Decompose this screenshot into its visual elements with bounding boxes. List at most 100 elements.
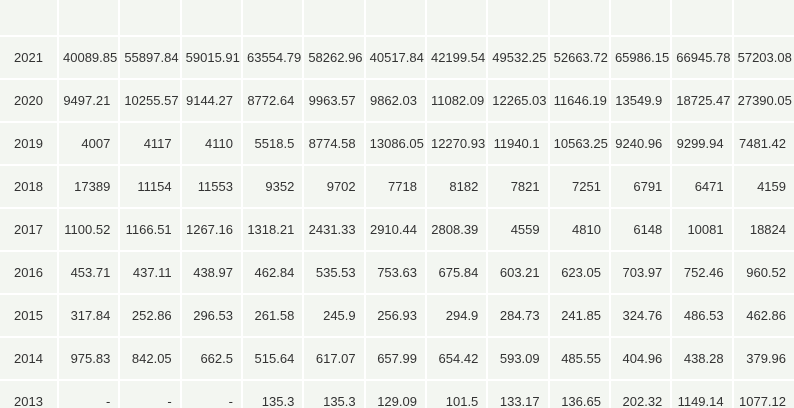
table-row-header-year: 2013: [0, 380, 59, 408]
table-cell-value: 63554.79: [241, 36, 305, 80]
table-cell-value: 11646.19: [548, 79, 611, 123]
table-cell-value: 27390.05: [732, 79, 794, 123]
table-cell-value: 8182: [425, 165, 489, 209]
table-cell-empty: [303, 0, 366, 37]
table-cell-value: 5518.5: [241, 122, 305, 166]
table-cell-value: 1077.12: [732, 380, 794, 408]
table-cell-value: 136.65: [548, 380, 611, 408]
table-cell-value: 324.76: [609, 294, 673, 338]
table-cell-value: 12265.03: [487, 79, 550, 123]
table-cell-value: 6148: [609, 208, 673, 252]
table-cell-value: 245.9: [303, 294, 366, 338]
table-cell-empty: [548, 0, 611, 37]
table-cell-value: 535.53: [303, 251, 366, 295]
table-cell-value: 101.5: [425, 380, 489, 408]
table-cell-value: 9862.03: [364, 79, 427, 123]
table-cell-value: 17389: [58, 165, 121, 209]
table-cell-value: 975.83: [58, 337, 121, 381]
table-cell-value: 8772.64: [241, 79, 305, 123]
table-cell-value: 284.73: [487, 294, 550, 338]
table-cell-value: 593.09: [487, 337, 550, 381]
table-cell-value: 11553: [180, 165, 243, 209]
table-cell-value: 135.3: [241, 380, 305, 408]
table-cell-value: 241.85: [548, 294, 611, 338]
table-row-header-year: 2019: [0, 122, 59, 166]
table-cell-value: 2910.44: [364, 208, 427, 252]
table-cell-value: 8774.58: [303, 122, 366, 166]
table-cell-value: 515.64: [241, 337, 305, 381]
table-cell-value: 1166.51: [119, 208, 182, 252]
table-cell-value: 59015.91: [180, 36, 243, 80]
table-cell-value: 10081: [671, 208, 734, 252]
table-row-header-year: 2021: [0, 36, 59, 80]
table-cell-value: 703.97: [609, 251, 673, 295]
table-cell-value: 662.5: [180, 337, 243, 381]
table-cell-value: 9144.27: [180, 79, 243, 123]
table-cell-value: 438.97: [180, 251, 243, 295]
table-cell-value: 11154: [119, 165, 182, 209]
table-cell-value: 9352: [241, 165, 305, 209]
table-cell-value: 437.11: [119, 251, 182, 295]
table-cell-value: 753.63: [364, 251, 427, 295]
table-row: 2014 975.83 842.05 662.5 515.64 617.07 657.99 6…: [0, 337, 794, 381]
table-cell-value: 13549.9: [609, 79, 673, 123]
table-cell-value: 603.21: [487, 251, 550, 295]
table-cell-value: 623.05: [548, 251, 611, 295]
table-cell-value: 49532.25: [487, 36, 550, 80]
table-cell-value: 10255.57: [119, 79, 182, 123]
table-cell-value: 1100.52: [58, 208, 121, 252]
table-cell-value: 4110: [180, 122, 243, 166]
table-cell-value: -: [58, 380, 121, 408]
table-cell-value: 485.55: [548, 337, 611, 381]
table-cell-value: 65986.15: [609, 36, 673, 80]
table-cell-value: 617.07: [303, 337, 366, 381]
table-cell-value: 66945.78: [671, 36, 734, 80]
table-cell-value: 752.46: [671, 251, 734, 295]
table-cell-value: 1318.21: [241, 208, 305, 252]
table-row: 2015 317.84 252.86 296.53 261.58 245.9 256.93 2…: [0, 294, 794, 338]
table-cell-value: 317.84: [58, 294, 121, 338]
table-cell-value: 438.28: [671, 337, 734, 381]
table-row: 2017 1100.52 1166.51 1267.16 1318.21 2431.33 2…: [0, 208, 794, 252]
table-cell-value: -: [180, 380, 243, 408]
table-cell-value: 13086.05: [364, 122, 427, 166]
table-cell-empty: [119, 0, 182, 37]
table-row-header-year: 2017: [0, 208, 59, 252]
table-cell-empty: [180, 0, 243, 37]
table-row: 2016 453.71 437.11 438.97 462.84 535.53 753.63…: [0, 251, 794, 295]
table-cell-value: 657.99: [364, 337, 427, 381]
table-cell-value: 6471: [671, 165, 734, 209]
table-cell-empty: [671, 0, 734, 37]
table-cell-value: 10563.25: [548, 122, 611, 166]
table-cell-value: 7821: [487, 165, 550, 209]
table-cell-value: 462.86: [732, 294, 794, 338]
table-cell-empty: [241, 0, 305, 37]
table-cell-value: 7251: [548, 165, 611, 209]
table-row-header-year: 2018: [0, 165, 59, 209]
table-cell-value: 462.84: [241, 251, 305, 295]
table-cell-value: 12270.93: [425, 122, 489, 166]
table-cell-value: 2431.33: [303, 208, 366, 252]
table-cell-value: 9963.57: [303, 79, 366, 123]
table-cell-value: 842.05: [119, 337, 182, 381]
table-cell-value: 4117: [119, 122, 182, 166]
table-cell-value: 9497.21: [58, 79, 121, 123]
table-cell-empty: [487, 0, 550, 37]
table-cell-value: 960.52: [732, 251, 794, 295]
table-cell-value: 4559: [487, 208, 550, 252]
table-cell-value: 256.93: [364, 294, 427, 338]
table-cell-value: -: [119, 380, 182, 408]
table-cell-value: 9240.96: [609, 122, 673, 166]
table-cell-value: 55897.84: [119, 36, 182, 80]
table-row-header-year: 2014: [0, 337, 59, 381]
table-cell-value: 42199.54: [425, 36, 489, 80]
table-row-header-year: 2016: [0, 251, 59, 295]
table-cell-value: 261.58: [241, 294, 305, 338]
table-cell-value: 129.09: [364, 380, 427, 408]
table-row: 2020 9497.21 10255.57 9144.27 8772.64 9963.57…: [0, 79, 794, 123]
table-cell-value: 9702: [303, 165, 366, 209]
table-cell-value: 675.84: [425, 251, 489, 295]
